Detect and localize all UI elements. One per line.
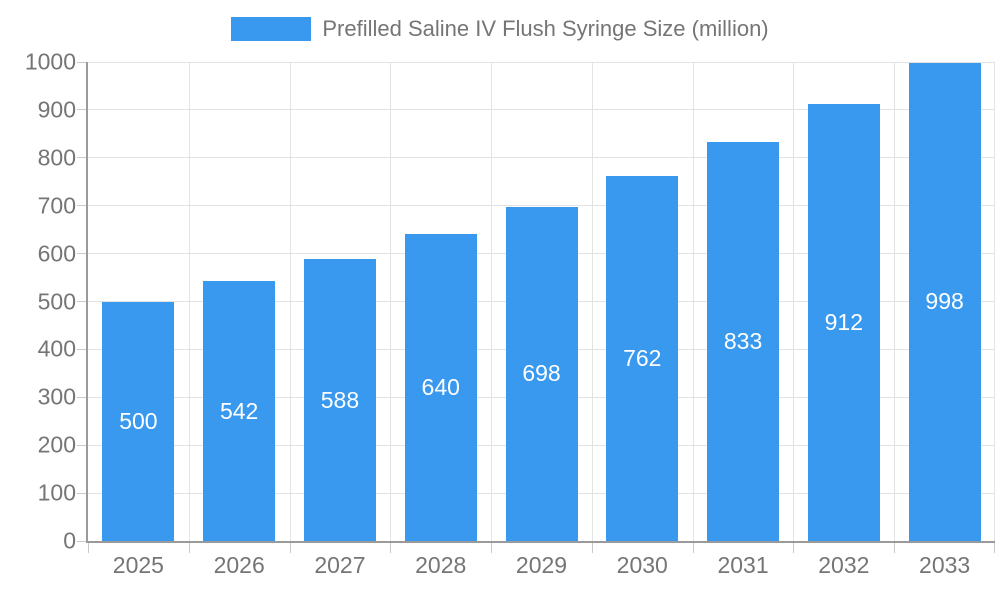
bar-value-label: 500 bbox=[119, 407, 158, 434]
x-tick-mark bbox=[592, 543, 593, 553]
y-tick-label: 600 bbox=[37, 240, 76, 267]
bar-2030[interactable]: 762 bbox=[606, 176, 679, 541]
chart-legend[interactable]: Prefilled Saline IV Flush Syringe Size (… bbox=[0, 16, 1000, 42]
x-tick-label: 2031 bbox=[717, 552, 769, 578]
gridline-vertical bbox=[290, 62, 291, 541]
x-tick-label: 2026 bbox=[213, 552, 265, 578]
x-tick-mark bbox=[894, 543, 895, 553]
gridline-vertical bbox=[390, 62, 391, 541]
y-axis-line bbox=[86, 62, 88, 543]
y-tick-mark bbox=[77, 301, 86, 302]
x-tick-mark bbox=[693, 543, 694, 553]
y-tick-mark bbox=[77, 109, 86, 111]
gridline-horizontal bbox=[88, 205, 995, 207]
bar-2026[interactable]: 542 bbox=[203, 281, 276, 541]
y-tick-mark bbox=[77, 444, 86, 446]
y-tick-label: 400 bbox=[37, 335, 76, 362]
bar-2029[interactable]: 698 bbox=[505, 206, 578, 541]
x-tick-label: 2033 bbox=[919, 552, 971, 578]
y-tick-label: 300 bbox=[37, 383, 76, 410]
x-tick-mark bbox=[994, 543, 995, 553]
x-tick-mark bbox=[793, 543, 794, 553]
plot-area: 500 542 588 640 698 762 833 912 998 bbox=[88, 61, 995, 541]
bar-value-label: 912 bbox=[824, 309, 864, 336]
y-tick-mark bbox=[77, 61, 86, 63]
gridline-horizontal bbox=[88, 61, 995, 63]
y-tick-mark bbox=[77, 396, 86, 398]
bar-value-label: 542 bbox=[219, 397, 259, 424]
bar-2027[interactable]: 588 bbox=[303, 259, 376, 541]
bar-value-label: 588 bbox=[320, 386, 360, 413]
y-tick-label: 200 bbox=[37, 431, 76, 458]
y-tick-label: 100 bbox=[37, 479, 76, 506]
y-tick-label: 500 bbox=[37, 288, 76, 314]
y-tick-mark bbox=[77, 253, 86, 255]
x-tick-label: 2032 bbox=[818, 552, 870, 578]
x-tick-label: 2029 bbox=[515, 552, 568, 578]
bar-2025[interactable]: 500 bbox=[102, 301, 175, 541]
y-tick-label: 800 bbox=[37, 144, 76, 171]
x-tick-label: 2028 bbox=[415, 552, 467, 578]
gridline-vertical bbox=[592, 62, 593, 541]
gridline-vertical bbox=[491, 62, 492, 541]
x-tick-mark bbox=[491, 543, 492, 553]
y-tick-mark bbox=[77, 348, 86, 350]
y-tick-label: 900 bbox=[37, 96, 76, 123]
bar-value-label: 698 bbox=[522, 360, 561, 387]
bar-2032[interactable]: 912 bbox=[807, 104, 880, 541]
gridline-vertical bbox=[693, 62, 694, 541]
bar-2033[interactable]: 998 bbox=[908, 62, 981, 541]
x-tick-label: 2030 bbox=[616, 552, 668, 578]
x-axis-labels: 2025 2026 2027 2028 2029 2030 2031 2032 2033 bbox=[88, 552, 995, 582]
y-tick-label: 700 bbox=[37, 192, 76, 219]
x-tick-mark bbox=[88, 543, 89, 553]
y-tick-label: 0 bbox=[63, 527, 76, 554]
gridline-horizontal bbox=[88, 157, 995, 159]
x-axis-line bbox=[86, 541, 995, 543]
x-tick-label: 2027 bbox=[314, 552, 366, 578]
y-tick-label: 1000 bbox=[24, 48, 76, 75]
bar-value-label: 998 bbox=[925, 288, 964, 315]
gridline-vertical bbox=[189, 62, 190, 541]
gridline-horizontal bbox=[88, 109, 995, 111]
bar-value-label: 640 bbox=[421, 374, 460, 401]
y-axis-labels: 0 100 200 300 400 500 600 700 800 900 1000 bbox=[0, 49, 76, 554]
gridline-vertical bbox=[793, 62, 794, 541]
legend-swatch bbox=[231, 17, 312, 41]
x-tick-label: 2025 bbox=[112, 552, 164, 578]
bar-value-label: 762 bbox=[623, 345, 662, 371]
x-tick-mark bbox=[390, 543, 391, 553]
bar-2031[interactable]: 833 bbox=[707, 142, 780, 541]
gridline-vertical bbox=[894, 62, 895, 541]
gridline-vertical bbox=[994, 62, 995, 541]
bar-value-label: 833 bbox=[723, 328, 763, 354]
y-tick-mark bbox=[77, 157, 86, 159]
x-tick-mark bbox=[189, 543, 190, 553]
y-tick-mark bbox=[77, 205, 86, 207]
y-tick-mark bbox=[77, 492, 86, 494]
x-tick-mark bbox=[290, 543, 291, 553]
bar-2028[interactable]: 640 bbox=[404, 234, 477, 541]
legend-label: Prefilled Saline IV Flush Syringe Size (… bbox=[322, 16, 769, 41]
y-tick-mark bbox=[77, 540, 86, 542]
